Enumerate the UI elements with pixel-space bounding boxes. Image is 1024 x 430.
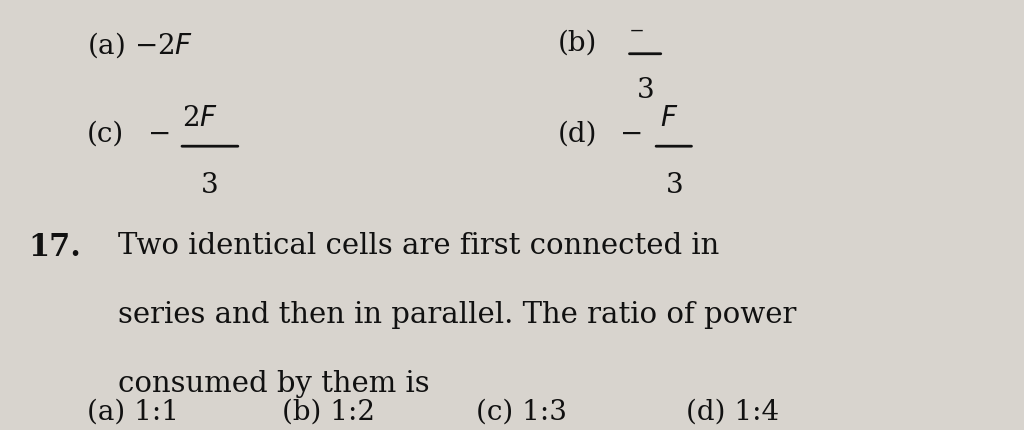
Text: 17.: 17. — [29, 232, 82, 263]
Text: (d) 1:4: (d) 1:4 — [686, 399, 779, 426]
Text: consumed by them is: consumed by them is — [118, 370, 429, 398]
Text: −: − — [620, 120, 643, 147]
Text: (a) $\mathit{-}$2$\mathit{F}$: (a) $\mathit{-}$2$\mathit{F}$ — [87, 30, 194, 60]
Text: (a) 1:1: (a) 1:1 — [87, 399, 179, 426]
Text: −: − — [148, 120, 172, 147]
Text: $F$: $F$ — [660, 105, 679, 132]
Text: series and then in parallel. The ratio of power: series and then in parallel. The ratio o… — [118, 301, 796, 329]
Text: (d): (d) — [558, 120, 598, 147]
Text: (b) 1:2: (b) 1:2 — [282, 399, 375, 426]
Text: (b): (b) — [558, 30, 597, 57]
Text: 3: 3 — [201, 172, 218, 199]
Text: 3: 3 — [666, 172, 683, 199]
Text: –: – — [630, 17, 644, 44]
Text: (c): (c) — [87, 120, 124, 147]
Text: 2$F$: 2$F$ — [182, 105, 218, 132]
Text: Two identical cells are first connected in: Two identical cells are first connected … — [118, 232, 719, 260]
Text: (c) 1:3: (c) 1:3 — [476, 399, 567, 426]
Text: 3: 3 — [637, 77, 654, 104]
